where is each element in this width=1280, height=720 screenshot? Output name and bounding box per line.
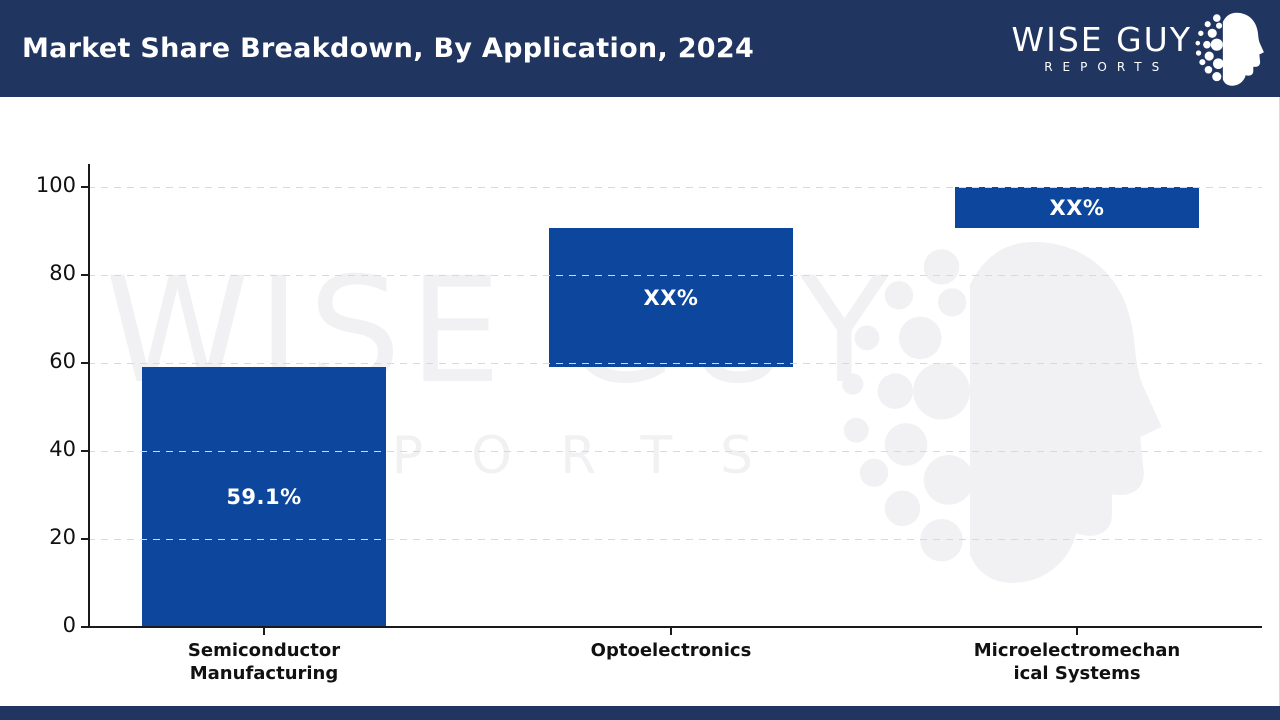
x-tick-mark-0 (263, 628, 265, 635)
category-label-0: Semiconductor Manufacturing (187, 640, 341, 684)
bar-segment-0: 59.1% (142, 366, 386, 627)
bar-value-label-1: XX% (643, 285, 699, 310)
logo-subtitle: REPORTS (1044, 60, 1170, 74)
y-tick-mark-0 (81, 626, 88, 628)
bar-segment-1: XX% (549, 228, 793, 367)
y-tick-label-20: 20 (49, 525, 76, 549)
y-tick-mark-80 (81, 274, 88, 276)
y-tick-label-40: 40 (49, 437, 76, 461)
logo-wordmark: WISE GUY (1011, 20, 1192, 59)
gridline-20 (88, 538, 1262, 540)
watermark-head-icon (842, 242, 1162, 583)
y-tick-label-0: 0 (62, 613, 76, 637)
y-tick-label-60: 60 (49, 349, 76, 373)
category-label-2: Microelectromechan ical Systems (973, 640, 1181, 684)
y-tick-mark-20 (81, 538, 88, 540)
category-label-1: Optoelectronics (590, 640, 752, 661)
gridline-40 (88, 450, 1262, 452)
logo-head-icon (1195, 12, 1264, 86)
x-axis-line (88, 626, 1262, 628)
x-tick-mark-2 (1076, 628, 1078, 635)
bar-value-label-0: 59.1% (226, 484, 302, 509)
x-tick-mark-1 (670, 628, 672, 635)
gridline-60 (88, 362, 1262, 364)
y-tick-mark-60 (81, 362, 88, 364)
y-tick-label-80: 80 (49, 261, 76, 285)
bar-value-label-2: XX% (1049, 195, 1105, 220)
y-tick-label-100: 100 (35, 173, 76, 197)
header-bar: Market Share Breakdown, By Application, … (0, 0, 1280, 97)
y-axis-line (88, 164, 90, 628)
y-tick-mark-40 (81, 450, 88, 452)
bar-segment-2: XX% (955, 187, 1199, 229)
logo-text: WISE GUY REPORTS (1011, 23, 1192, 74)
wise-guy-reports-logo: WISE GUY REPORTS (1011, 8, 1270, 90)
footer-bar (0, 706, 1280, 720)
chart-title: Market Share Breakdown, By Application, … (22, 33, 755, 64)
y-tick-mark-100 (81, 186, 88, 188)
gridline-100 (88, 186, 1262, 188)
gridline-80 (88, 274, 1262, 276)
